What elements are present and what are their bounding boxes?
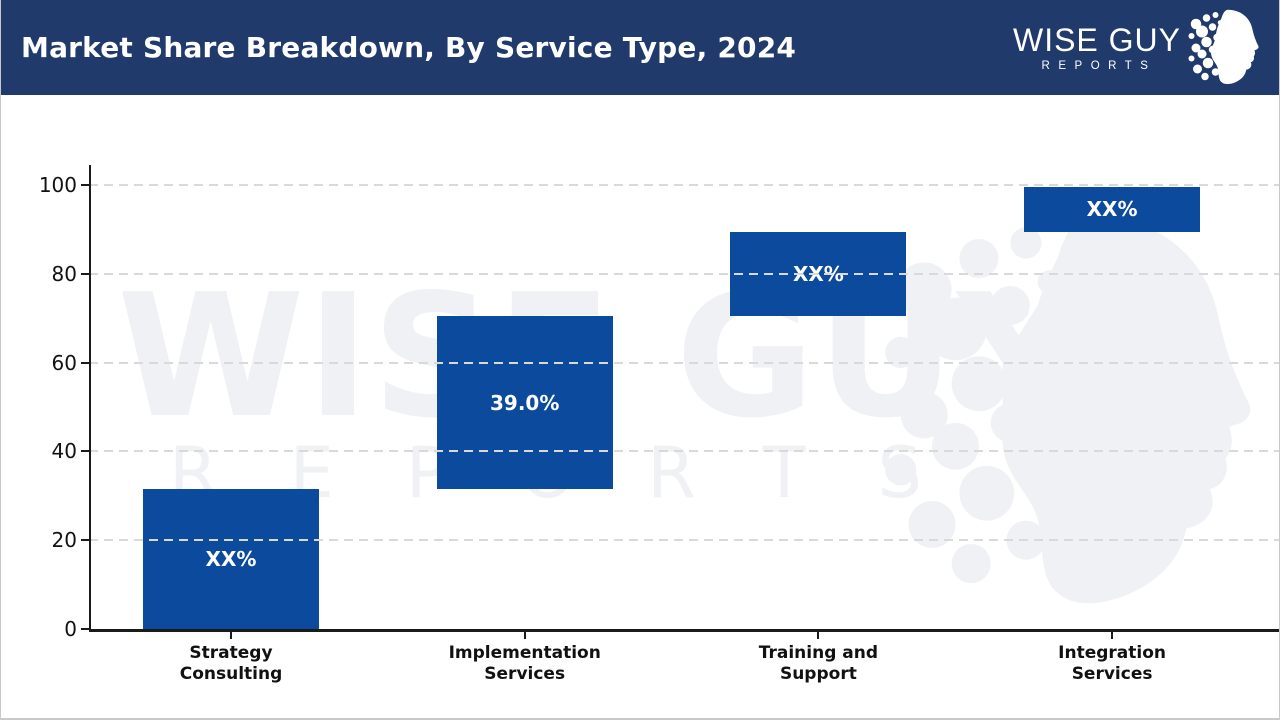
x-tick-mark-3: [1111, 632, 1114, 639]
x-category-label-0: Strategy Consulting: [101, 643, 361, 685]
y-tick-mark-20: [81, 539, 89, 542]
y-axis-line: [89, 165, 91, 631]
x-category-label-3: Integration Services: [982, 643, 1242, 685]
x-category-label-1: Implementation Services: [395, 643, 655, 685]
y-tick-mark-40: [81, 450, 89, 453]
gridline-100: [89, 184, 1279, 186]
page-title: Market Share Breakdown, By Service Type,…: [21, 31, 797, 64]
x-category-label-line: Consulting: [179, 664, 283, 684]
x-category-label-line: Strategy: [189, 643, 273, 663]
x-tick-mark-2: [817, 632, 820, 639]
x-axis-line: [89, 629, 1279, 632]
gridline-40: [89, 450, 1279, 453]
y-tick-mark-100: [81, 184, 89, 186]
bar-implementation-services: 39.0%: [436, 315, 613, 490]
x-tick-mark-1: [523, 632, 526, 639]
gridline-60: [89, 361, 1279, 364]
bar-value-label: 39.0%: [489, 390, 560, 415]
x-tick-mark-0: [230, 632, 232, 639]
x-category-label-2: Training and Support: [688, 643, 948, 685]
gridline-20: [89, 539, 1279, 542]
x-category-label-line: Support: [779, 664, 857, 684]
bar-integration-services: XX%: [1024, 187, 1201, 232]
brand-subtitle: REPORTS: [1041, 59, 1157, 72]
gridline-80: [89, 272, 1279, 275]
header-bar: Market Share Breakdown, By Service Type,…: [1, 0, 1279, 95]
brand-logo-text: WISE GUY REPORTS: [1013, 24, 1181, 72]
y-tick-label-20: 20: [51, 528, 77, 553]
x-category-label-line: Implementation: [448, 643, 601, 663]
brand-logo: WISE GUY REPORTS: [1013, 0, 1265, 95]
brand-name: WISE GUY: [1012, 21, 1181, 58]
y-tick-label-0: 0: [64, 617, 77, 641]
x-category-label-line: Training and: [758, 643, 879, 663]
y-tick-mark-80: [81, 272, 89, 275]
watermark-head-icon: [885, 215, 1251, 604]
bar-strategy-consulting: XX%: [143, 489, 319, 629]
bar-value-label: XX%: [1086, 197, 1138, 222]
y-tick-label-40: 40: [51, 439, 77, 464]
brand-head-icon: [1188, 9, 1259, 84]
y-tick-label-60: 60: [51, 350, 77, 375]
bar-value-label: XX%: [205, 547, 257, 572]
y-tick-mark-0: [81, 628, 89, 630]
y-tick-label-100: 100: [38, 173, 77, 197]
x-category-label-line: Services: [1071, 664, 1153, 684]
y-tick-label-80: 80: [51, 261, 77, 286]
x-category-label-line: Services: [484, 664, 566, 684]
y-tick-mark-60: [81, 361, 89, 364]
x-category-label-line: Integration: [1058, 643, 1167, 663]
